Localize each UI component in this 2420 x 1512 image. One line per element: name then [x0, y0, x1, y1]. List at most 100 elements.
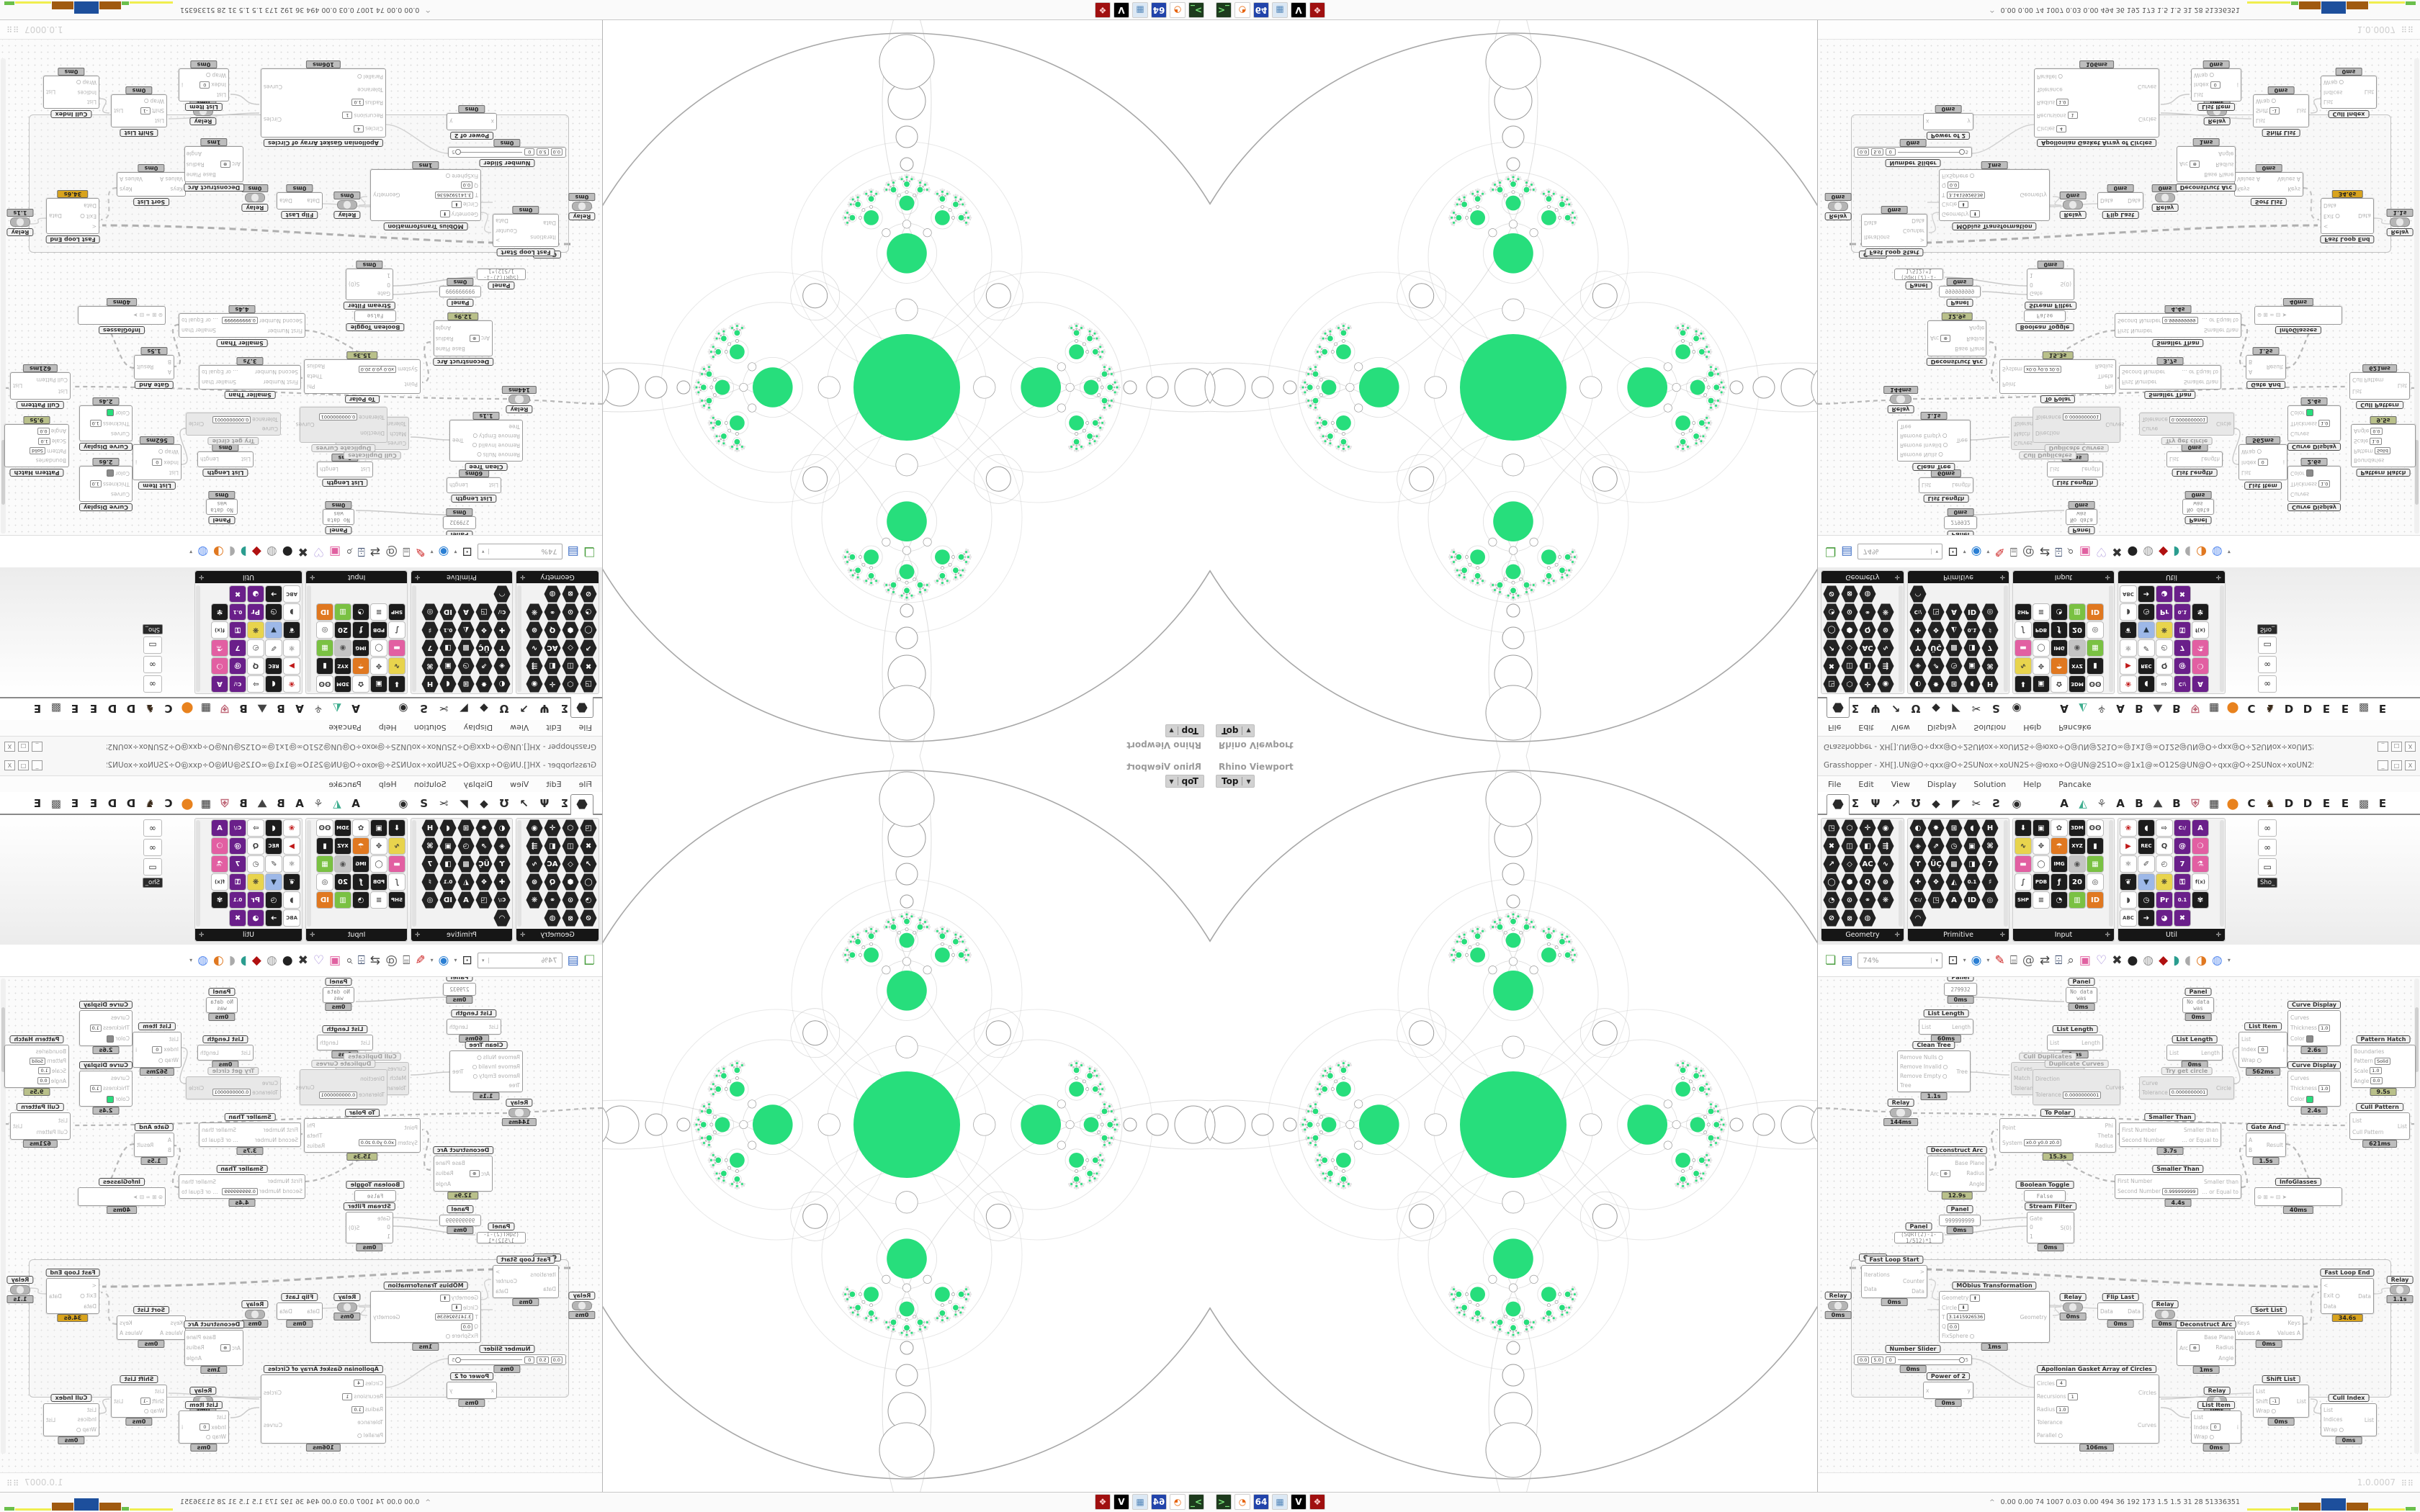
menu-edit[interactable]: Edit: [546, 779, 562, 789]
component-icon[interactable]: ʘʘ: [2087, 675, 2104, 693]
component-icon[interactable]: ◇: [562, 639, 579, 657]
toggle-dot[interactable]: ○: [2058, 1431, 2063, 1439]
zoom-level-combo[interactable]: 74% ▾: [1857, 953, 1943, 968]
show-button[interactable]: Sho_: [2257, 624, 2278, 634]
component-icon[interactable]: ◉: [1877, 675, 1894, 693]
component-icon[interactable]: Q: [1859, 621, 1876, 639]
component-icon[interactable]: ▣: [1963, 657, 1981, 675]
slider-value[interactable]: 0.0: [550, 148, 563, 156]
component-icon[interactable]: ◷: [457, 657, 475, 675]
component-icon[interactable]: ◫: [1841, 657, 1858, 675]
component-icon[interactable]: ◐: [1909, 819, 1927, 837]
palette-expand-icon[interactable]: ✛: [310, 573, 315, 581]
component-icon[interactable]: ◳: [1927, 891, 1945, 909]
component-icon[interactable]: ∿: [526, 639, 543, 657]
component-icon[interactable]: 7: [2174, 855, 2191, 873]
input-value[interactable]: 1.0: [2318, 1084, 2331, 1092]
tab-plugin[interactable]: ⛨: [2191, 797, 2200, 810]
gh-node[interactable]: Clean Tree Remove Nulls ○ Remove Invalid ○ Re…: [1897, 1041, 1971, 1100]
component-icon[interactable]: 7: [229, 855, 246, 873]
gh-node[interactable]: Flip Last Data Data 0ms: [277, 184, 323, 219]
tab-plugin[interactable]: E: [89, 797, 98, 810]
component-icon[interactable]: ÜÇ: [1927, 639, 1945, 657]
component-icon[interactable]: REC: [2138, 837, 2155, 855]
toggle-dot[interactable]: ○: [1942, 442, 1948, 449]
palette-category-label[interactable]: Input ✛: [306, 929, 407, 941]
component-icon[interactable]: PDB: [370, 873, 387, 891]
side-tool-icon[interactable]: ▭: [143, 636, 162, 654]
component-icon[interactable]: ✖: [229, 909, 246, 927]
gh-node[interactable]: Gate And A B Result 1.5s: [134, 347, 174, 389]
component-icon[interactable]: AC: [1859, 639, 1876, 657]
gh-node[interactable]: Power of 2 x y 0ms: [1923, 105, 1973, 140]
toolbar-icon[interactable]: ▾: [1986, 957, 1990, 963]
component-icon[interactable]: AC: [544, 855, 561, 873]
component-icon[interactable]: @: [2174, 837, 2191, 855]
component-icon[interactable]: ◈: [1909, 657, 1927, 675]
tab-plugin[interactable]: ⛰: [257, 797, 267, 810]
gh-node[interactable]: Panel (SQRT(2)-1-1/512)*1: [1894, 268, 1943, 289]
component-icon[interactable]: ⬇: [388, 819, 405, 837]
tab-category-icon[interactable]: ✂: [1971, 702, 1981, 715]
tab-plugin[interactable]: C: [2247, 797, 2256, 810]
zoom-level-combo[interactable]: 74% ▾: [1857, 544, 1943, 559]
toggle-dot[interactable]: ○: [472, 433, 478, 439]
palette-category-label[interactable]: Primitive ✛: [1908, 571, 2009, 583]
component-icon[interactable]: ♯: [1981, 873, 1999, 891]
tab-plugin[interactable]: A: [351, 797, 360, 810]
palette-expand-icon[interactable]: ✛: [415, 931, 421, 939]
component-icon[interactable]: ▮: [2087, 657, 2104, 675]
zoom-level-combo[interactable]: 74% ▾: [477, 544, 563, 559]
toggle-dot[interactable]: ○: [1938, 1054, 1943, 1061]
gh-node[interactable]: Pattern Hatch Boundaries Pattern Solid Scale…: [4, 1035, 69, 1096]
input-value[interactable]: 1.0: [351, 1405, 364, 1413]
menu-pancake[interactable]: Pancake: [2058, 723, 2092, 733]
gh-node[interactable]: List Item List Index 0 Wrap ○ i 0ms: [2191, 1401, 2241, 1452]
input-value[interactable]: 0.999999999: [2162, 1187, 2198, 1195]
palette-category-label[interactable]: Primitive ✛: [411, 571, 512, 583]
tab-plugin[interactable]: D: [2303, 797, 2313, 810]
input-value[interactable]: 1.0: [2318, 420, 2331, 428]
component-icon[interactable]: C:/: [493, 891, 511, 909]
component-icon[interactable]: ⊛: [526, 621, 543, 639]
viewport-projection-tab[interactable]: Top ▼: [1216, 724, 1255, 737]
input-value[interactable]: 3.1415926536: [1946, 1313, 1986, 1321]
component-icon[interactable]: 0.1: [229, 891, 246, 909]
component-icon[interactable]: SHP: [388, 891, 405, 909]
component-icon[interactable]: Q: [247, 837, 264, 855]
gh-node[interactable]: Number Slider 0.0 5.0 0 5 0ms: [448, 1345, 566, 1373]
tab-category-icon[interactable]: Ʊ: [1911, 702, 1921, 715]
tab-plugin[interactable]: D: [2284, 702, 2294, 715]
component-icon[interactable]: ◷: [1945, 657, 1963, 675]
component-icon[interactable]: ▣: [370, 675, 387, 693]
input-value[interactable]: 0.0000000001: [2169, 1089, 2208, 1097]
tab-plugin[interactable]: E: [2322, 797, 2331, 810]
side-tool-icon[interactable]: ▭: [2258, 636, 2277, 654]
component-icon[interactable]: ❦: [2120, 621, 2137, 639]
component-icon[interactable]: ϒ: [1909, 855, 1927, 873]
title-bar[interactable]: Grasshopper - XH[].UN@O÷qxx@O÷2SUNox÷xoU…: [1818, 756, 2420, 776]
toggle-dot[interactable]: ○: [76, 1426, 81, 1433]
component-icon[interactable]: ▬: [2015, 855, 2032, 873]
menu-help[interactable]: Help: [2023, 779, 2042, 789]
component-icon[interactable]: ◯: [1823, 621, 1840, 639]
gh-node[interactable]: Deconstruct Arc Arc ⊕ Base Plane Radius Angle…: [1926, 1146, 1988, 1200]
chevron-down-icon[interactable]: ▼: [1169, 727, 1174, 734]
component-icon[interactable]: ◗: [2120, 891, 2137, 909]
tab-plugin[interactable]: ▩: [50, 797, 62, 810]
tray-expand-icon[interactable]: ^: [425, 6, 431, 14]
component-icon[interactable]: ✸: [475, 675, 493, 693]
input-value[interactable]: 3.1415926536: [434, 1313, 474, 1321]
component-icon[interactable]: ⬡: [1841, 675, 1858, 693]
minimize-button[interactable]: _: [2378, 742, 2388, 752]
palette-expand-icon[interactable]: ✛: [1999, 573, 2005, 581]
component-icon[interactable]: AC: [544, 639, 561, 657]
component-icon[interactable]: IMG: [2051, 855, 2068, 873]
tab-plugin[interactable]: B: [2172, 702, 2181, 715]
toolbar-icon[interactable]: ▤: [1841, 544, 1853, 559]
taskbar-app-icon[interactable]: >_: [1216, 2, 1232, 18]
gh-node[interactable]: Deconstruct Arc Arc ⊕ Base Plane Radius Angle…: [432, 312, 494, 366]
component-icon[interactable]: ID: [1963, 891, 1981, 909]
canvas-widget-icon[interactable]: ⠿⠿: [2401, 1479, 2414, 1488]
